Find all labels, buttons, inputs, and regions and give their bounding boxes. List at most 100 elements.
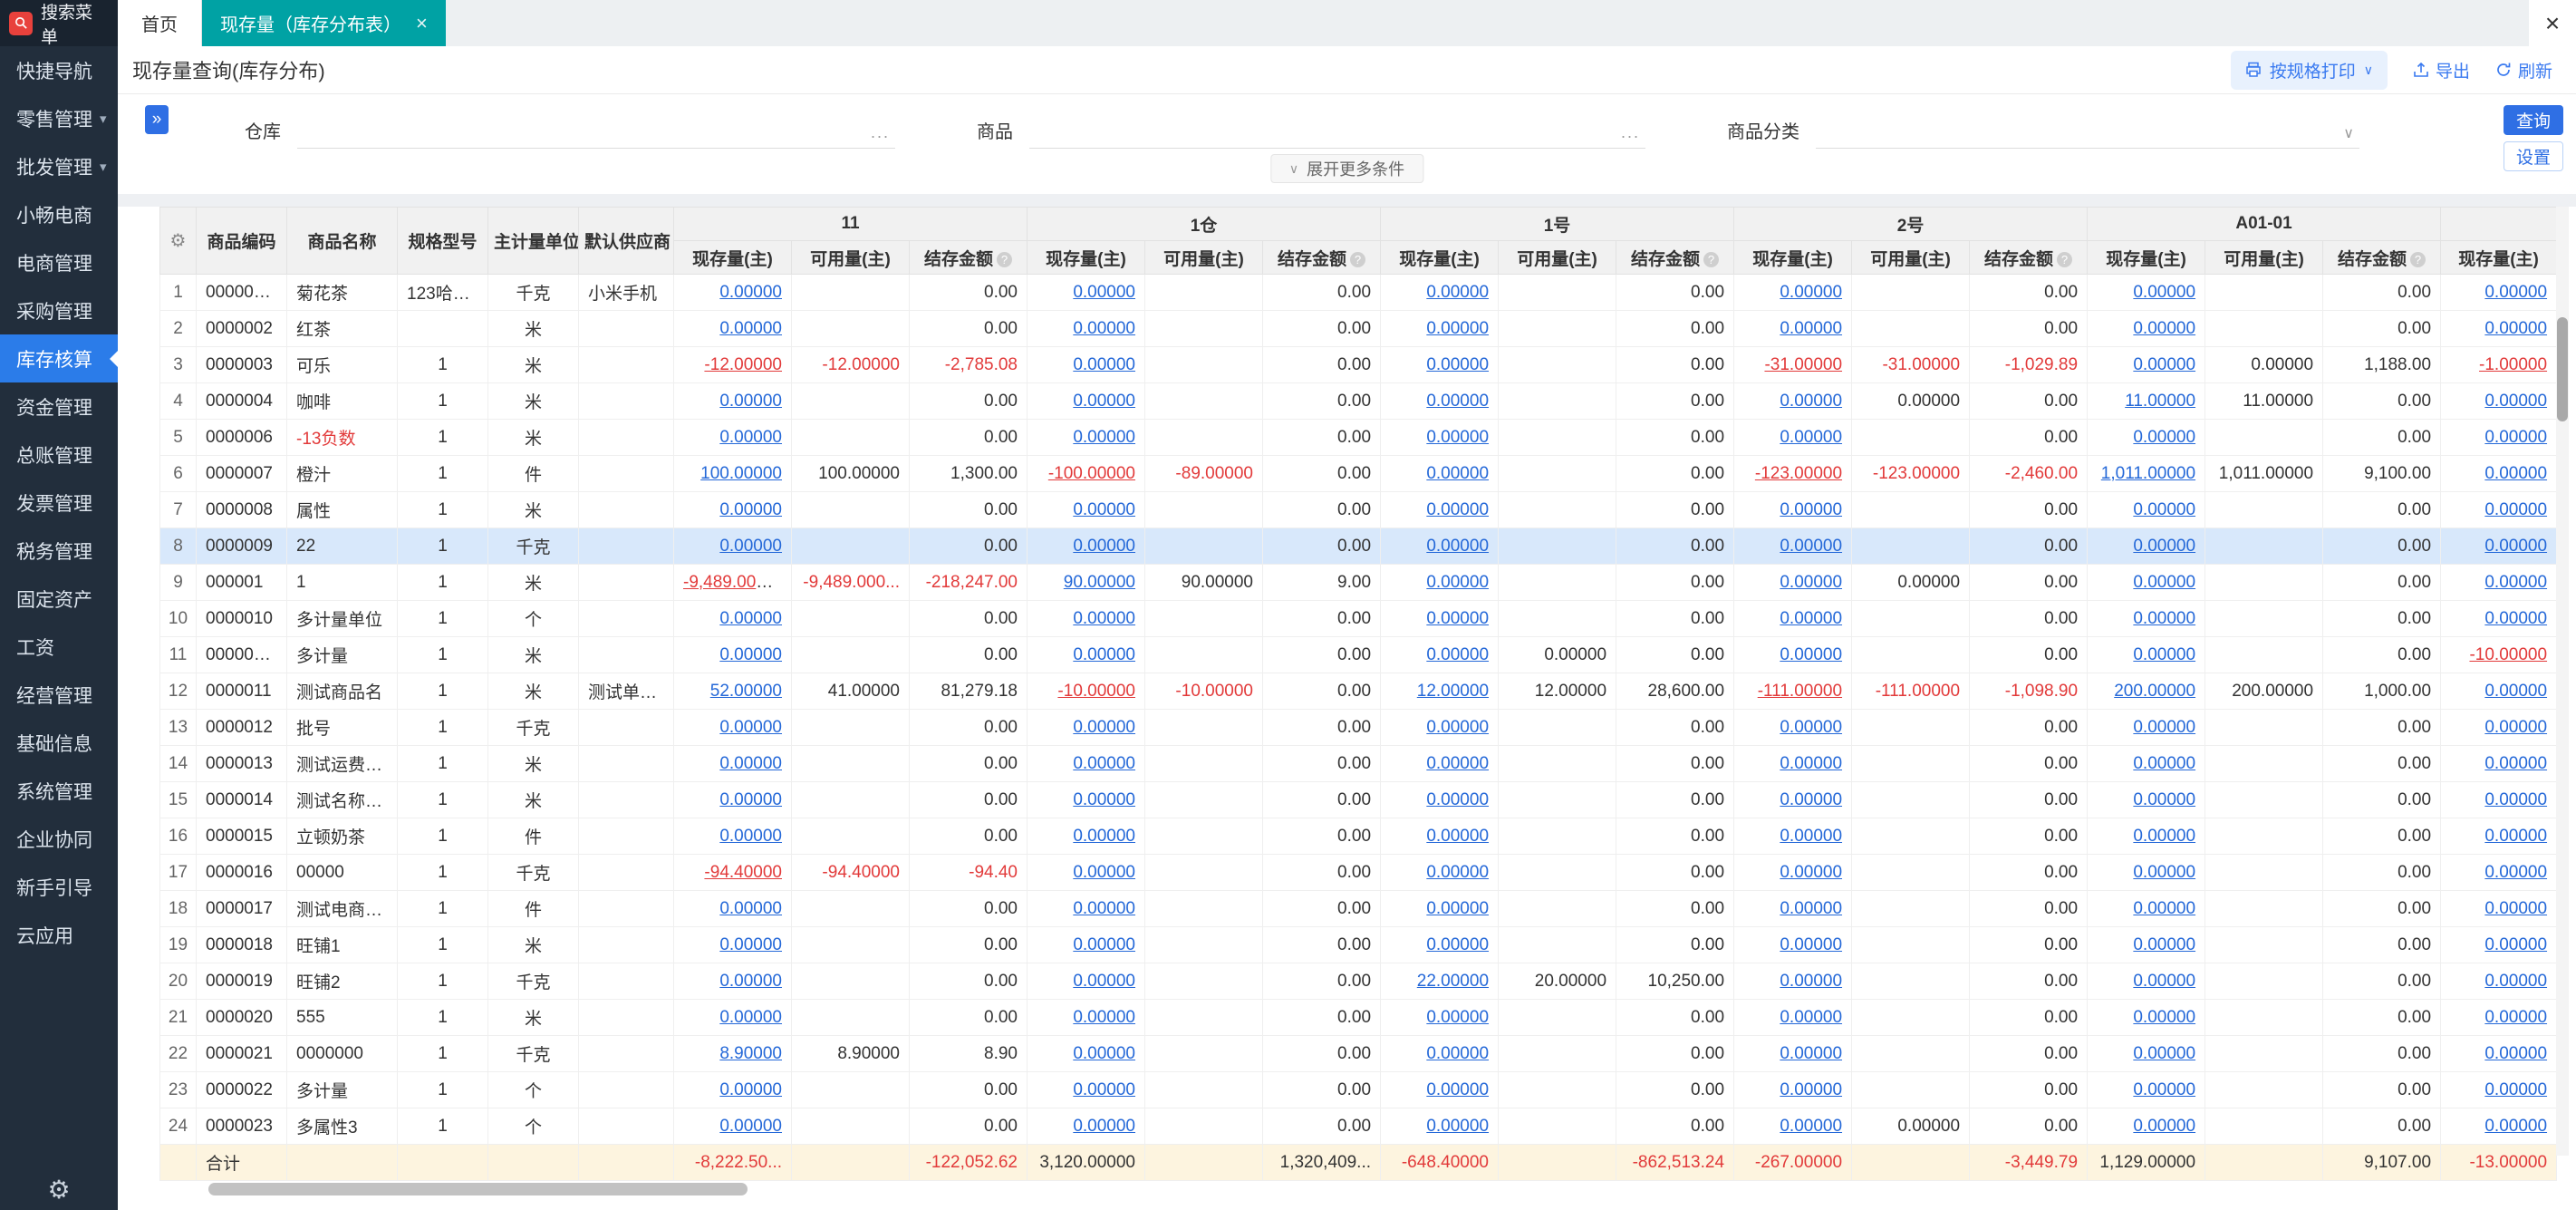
table-row[interactable]: 22 0000021 0000000 1 千克 8.90000 8.90000 8.90 0.0…: [159, 1035, 2558, 1072]
qty-link[interactable]: 0.00000: [1426, 1079, 1490, 1099]
qty-link[interactable]: 0.00000: [2133, 1116, 2196, 1136]
sidebar-search-menu[interactable]: 搜索菜单: [0, 0, 118, 47]
table-row[interactable]: 4 0000004 咖啡 1 米 0.00000 0.00 0.00000 0.00 0.0000…: [159, 382, 2558, 420]
qty-link[interactable]: 52.00000: [709, 681, 782, 701]
qty-link[interactable]: 0.00000: [719, 644, 782, 664]
qty-link[interactable]: 0.00000: [1073, 862, 1135, 882]
qty-link[interactable]: 0.00000: [1426, 717, 1490, 737]
qty-link[interactable]: 0.00000: [2133, 1007, 2196, 1027]
table-row[interactable]: 8 0000009 22 1 千克 0.00000 0.00 0.00000 0.00 0.000…: [159, 528, 2558, 565]
qty-link[interactable]: -94.40000: [704, 862, 782, 882]
qty-link[interactable]: 0.00000: [1073, 1007, 1135, 1027]
export-button[interactable]: 导出: [2413, 58, 2470, 82]
qty-link[interactable]: 0.00000: [1426, 753, 1490, 773]
qty-link[interactable]: 0.00000: [2133, 318, 2196, 338]
sidebar-item-快捷导航[interactable]: 快捷导航: [0, 46, 118, 94]
qty-link[interactable]: 0.00000: [719, 536, 782, 556]
qty-link[interactable]: 0.00000: [1073, 354, 1135, 374]
sidebar-item-库存核算[interactable]: 库存核算: [0, 334, 118, 382]
qty-link[interactable]: 0.00000: [2133, 499, 2196, 519]
qty-link[interactable]: 0.00000: [719, 391, 782, 411]
qty-link[interactable]: 0.00000: [1073, 1043, 1135, 1063]
qty-link[interactable]: 0.00000: [1073, 898, 1135, 918]
qty-link[interactable]: 0.00000: [1426, 572, 1490, 592]
qty-link[interactable]: 0.00000: [1426, 282, 1490, 302]
qty-link[interactable]: 0.00000: [1780, 391, 1843, 411]
qty-link[interactable]: 0.00000: [2133, 354, 2196, 374]
table-row[interactable]: 6 0000007 橙汁 1 件 100.00000 100.00000 1,300.00 -1…: [159, 455, 2558, 492]
qty-link[interactable]: 0.00000: [2133, 862, 2196, 882]
qty-link[interactable]: -100.00000: [1047, 463, 1135, 483]
chevron-down-icon[interactable]: ∨: [2343, 126, 2354, 141]
qty-link[interactable]: 0.00000: [2133, 572, 2196, 592]
qty-link[interactable]: 0.00000: [2484, 789, 2548, 809]
qty-link[interactable]: 0.00000: [1780, 753, 1843, 773]
qty-link[interactable]: 0.00000: [1780, 1007, 1843, 1027]
sidebar-item-电商管理[interactable]: 电商管理: [0, 238, 118, 286]
window-close-icon[interactable]: ×: [2529, 0, 2576, 46]
sidebar-item-采购管理[interactable]: 采购管理: [0, 286, 118, 334]
sidebar-item-固定资产[interactable]: 固定资产: [0, 575, 118, 623]
qty-link[interactable]: 0.00000: [1426, 499, 1490, 519]
table-row[interactable]: 14 0000013 测试运费分摊 1 米 0.00000 0.00 0.00000 0.00 0…: [159, 745, 2558, 782]
qty-link[interactable]: 0.00000: [1426, 427, 1490, 447]
qty-link[interactable]: 0.00000: [1073, 826, 1135, 846]
qty-link[interactable]: 0.00000: [1426, 536, 1490, 556]
qty-link[interactable]: 11.00000: [2125, 391, 2196, 411]
expand-more-button[interactable]: ∨ 展开更多条件: [1269, 154, 1424, 183]
qty-link[interactable]: 0.00000: [2484, 391, 2548, 411]
table-row[interactable]: 150000014测试名称很长，然后数...1米0.000000.000.000…: [159, 781, 2558, 818]
qty-link[interactable]: 0.00000: [1426, 789, 1490, 809]
qty-link[interactable]: 0.00000: [2484, 499, 2548, 519]
qty-link[interactable]: 0.00000: [1073, 391, 1135, 411]
qty-link[interactable]: 0.00000: [1780, 934, 1843, 954]
info-icon[interactable]: ?: [2410, 251, 2426, 267]
qty-link[interactable]: -123.00000: [1754, 463, 1843, 483]
qty-link[interactable]: 0.00000: [1073, 536, 1135, 556]
qty-link[interactable]: 0.00000: [2133, 753, 2196, 773]
qty-link[interactable]: 0.00000: [1073, 934, 1135, 954]
table-row[interactable]: 10 0000010 多计量单位 1 个 0.00000 0.00 0.00000 0.00 0.…: [159, 600, 2558, 637]
qty-link[interactable]: 0.00000: [719, 282, 782, 302]
qty-link[interactable]: 0.00000: [1073, 717, 1135, 737]
qty-link[interactable]: 0.00000: [2484, 1043, 2548, 1063]
qty-link[interactable]: 0.00000: [719, 753, 782, 773]
qty-link[interactable]: 0.00000: [1426, 862, 1490, 882]
qty-link[interactable]: 0.00000: [2133, 644, 2196, 664]
qty-link[interactable]: 0.00000: [1073, 971, 1135, 991]
qty-link[interactable]: 0.00000: [719, 934, 782, 954]
sidebar-item-总账管理[interactable]: 总账管理: [0, 431, 118, 479]
qty-link[interactable]: 0.00000: [1073, 282, 1135, 302]
qty-link[interactable]: 0.00000: [1780, 971, 1843, 991]
qty-link[interactable]: 0.00000: [1073, 318, 1135, 338]
vertical-scrollbar[interactable]: [2557, 317, 2568, 421]
sidebar-item-发票管理[interactable]: 发票管理: [0, 479, 118, 527]
table-row[interactable]: 7 0000008 属性 1 米 0.00000 0.00 0.00000 0.00 0.0000…: [159, 491, 2558, 528]
print-by-spec-button[interactable]: 按规格打印 ∨: [2230, 50, 2388, 90]
qty-link[interactable]: 0.00000: [2133, 717, 2196, 737]
qty-link[interactable]: 0.00000: [1426, 1007, 1490, 1027]
qty-link[interactable]: 0.00000: [2484, 282, 2548, 302]
qty-link[interactable]: 0.00000: [1073, 789, 1135, 809]
qty-link[interactable]: 0.00000: [1780, 572, 1843, 592]
qty-link[interactable]: 8.90000: [719, 1043, 782, 1063]
table-row[interactable]: 23 0000022 多计量 1 个 0.00000 0.00 0.00000 0.00 0.00…: [159, 1071, 2558, 1108]
warehouse-picker-icon[interactable]: ...: [870, 123, 890, 141]
qty-link[interactable]: -10.00000: [1057, 681, 1135, 701]
column-settings-icon[interactable]: ⚙: [159, 207, 197, 275]
qty-link[interactable]: 12.00000: [1416, 681, 1490, 701]
qty-link[interactable]: 0.00000: [2133, 789, 2196, 809]
qty-link[interactable]: 0.00000: [1426, 354, 1490, 374]
table-row[interactable]: 16 0000015 立顿奶茶 1 件 0.00000 0.00 0.00000 0.00 0.0…: [159, 818, 2558, 855]
qty-link[interactable]: 0.00000: [1780, 898, 1843, 918]
qty-link[interactable]: 0.00000: [719, 898, 782, 918]
category-select[interactable]: ∨: [1816, 115, 2359, 149]
qty-link[interactable]: 0.00000: [719, 971, 782, 991]
qty-link[interactable]: 0.00000: [1780, 826, 1843, 846]
info-icon[interactable]: ?: [997, 251, 1012, 267]
qty-link[interactable]: 0.00000: [1780, 1043, 1843, 1063]
sidebar-item-基础信息[interactable]: 基础信息: [0, 719, 118, 767]
qty-link[interactable]: 0.00000: [2133, 1043, 2196, 1063]
qty-link[interactable]: 0.00000: [719, 427, 782, 447]
qty-link[interactable]: 0.00000: [1780, 499, 1843, 519]
